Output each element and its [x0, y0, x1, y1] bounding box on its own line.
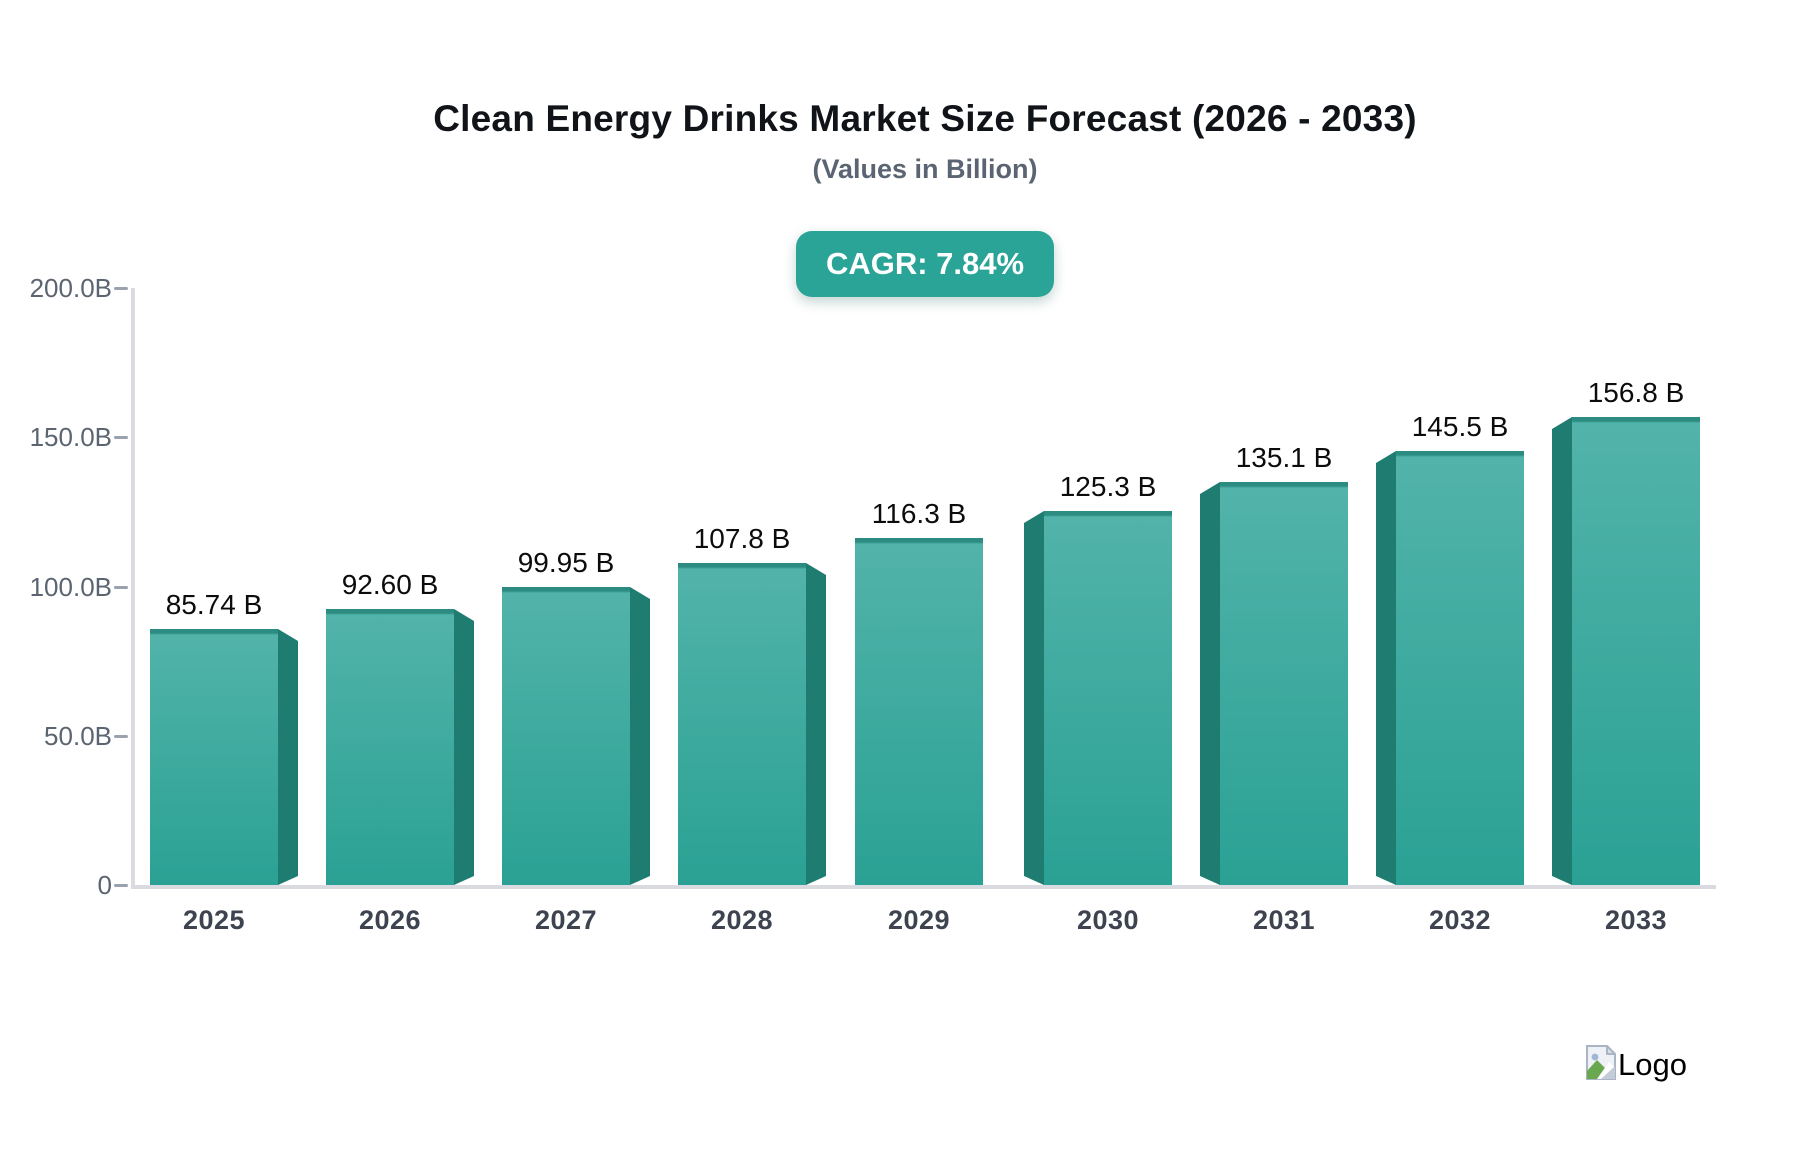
y-axis-tick-label: 150.0B	[29, 422, 112, 453]
bar-side-face	[278, 629, 298, 885]
bar-side-face	[1024, 511, 1044, 885]
bar	[1220, 482, 1348, 885]
bar-value-label: 99.95 B	[517, 547, 615, 578]
y-axis-tick-mark	[114, 287, 128, 290]
bar-side-face	[1200, 482, 1220, 885]
x-axis-label: 2026	[358, 905, 422, 935]
x-axis-label: 2029	[887, 905, 951, 935]
logo-alt-text: Logo	[1618, 1047, 1687, 1082]
bar	[502, 587, 630, 885]
y-axis-tick-label: 0	[97, 870, 112, 900]
broken-image-icon	[1586, 1045, 1616, 1080]
chart-header: Clean Energy Drinks Market Size Forecast…	[25, 0, 1800, 297]
bar	[150, 629, 278, 885]
x-axis-label: 2032	[1428, 905, 1492, 935]
y-axis-tick-label: 50.0B	[44, 720, 112, 751]
x-axis-label: 2028	[710, 905, 774, 935]
bar	[678, 563, 806, 885]
y-axis-tick-mark	[114, 585, 128, 589]
x-axis-label: 2030	[1076, 905, 1140, 935]
bar	[1572, 417, 1700, 885]
x-axis-label: 2027	[534, 905, 598, 935]
bar-side-face	[1552, 417, 1572, 885]
x-axis-label: 2025	[182, 905, 246, 935]
bar	[1396, 451, 1524, 885]
bar-value-label: 107.8 B	[693, 523, 791, 554]
bar-value-label: 135.1 B	[1235, 442, 1333, 473]
chart-title: Clean Energy Drinks Market Size Forecast…	[433, 98, 1417, 139]
bar-side-face	[1376, 451, 1396, 885]
bar	[855, 538, 983, 885]
logo: Logo	[1585, 1044, 1687, 1081]
bar-side-face	[454, 609, 474, 885]
bar-value-label: 92.60 B	[341, 569, 439, 600]
cagr-badge: CAGR: 7.84%	[795, 231, 1055, 297]
bar-side-face	[630, 587, 650, 885]
y-axis-tick-mark	[114, 734, 128, 738]
y-axis-tick-label: 200.0B	[29, 273, 112, 303]
bar-value-label: 116.3 B	[871, 498, 967, 529]
x-axis-label: 2033	[1604, 905, 1668, 935]
x-axis-line	[131, 885, 1716, 889]
bar-value-label: 85.74 B	[165, 589, 263, 620]
bar	[1044, 511, 1172, 885]
y-axis-tick-mark	[114, 884, 128, 887]
bar-side-face	[806, 563, 826, 885]
y-axis-tick-label: 100.0B	[29, 571, 112, 602]
x-axis-label: 2031	[1252, 905, 1316, 935]
chart-subtitle: (Values in Billion)	[812, 154, 1038, 184]
bar-value-label: 156.8 B	[1587, 377, 1685, 408]
bar-value-label: 145.5 B	[1411, 411, 1509, 442]
y-axis-line	[131, 288, 135, 889]
y-axis-tick-mark	[114, 436, 128, 440]
bar-value-label: 125.3 B	[1059, 471, 1157, 502]
bar	[326, 609, 454, 885]
